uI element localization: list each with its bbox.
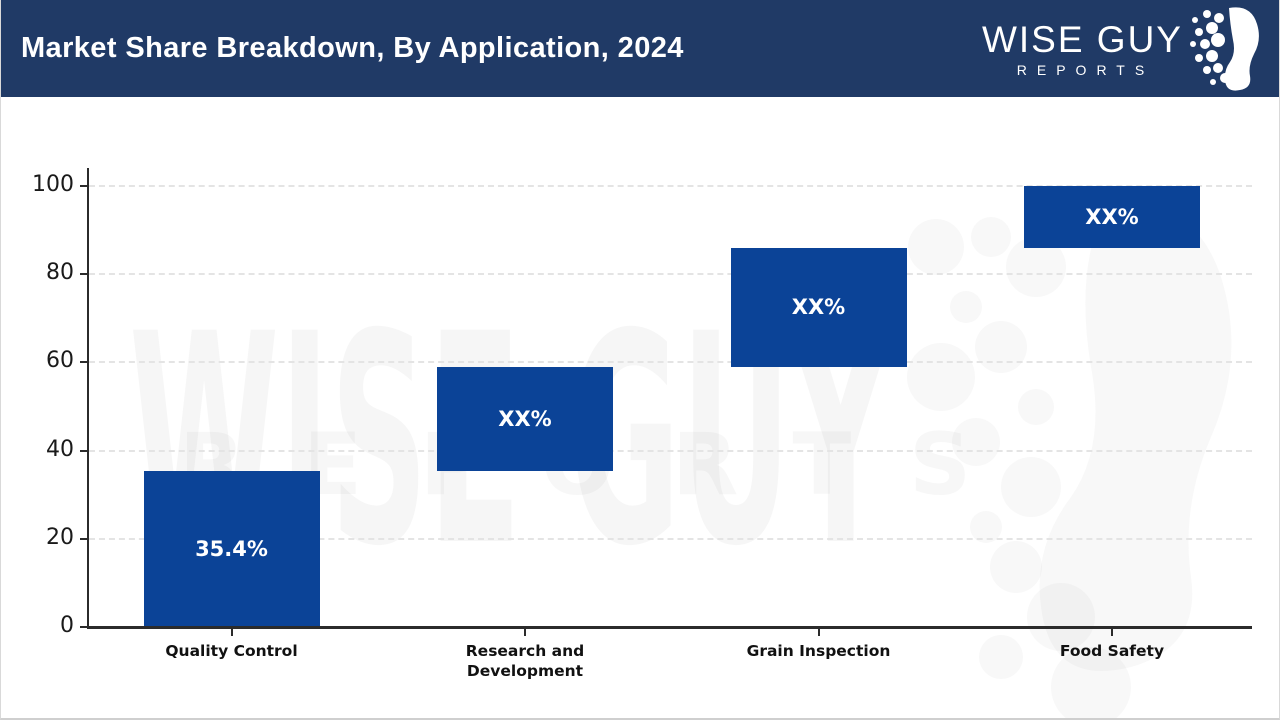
gridline-20 <box>89 537 1252 540</box>
gridline-60 <box>89 361 1252 364</box>
xtick-mark-grain-inspection <box>817 629 820 636</box>
bar-food-safety: XX% <box>1024 186 1200 248</box>
y-axis-line <box>87 168 89 629</box>
ytick-mark-0 <box>80 626 89 628</box>
xtick-mark-research-and-development <box>524 629 526 636</box>
gridline-100 <box>89 185 1252 187</box>
ytick-label-20: 20 <box>46 524 74 550</box>
bar-value-label-research-and-development: XX% <box>498 406 552 431</box>
bar-quality-control: 35.4% <box>143 470 320 627</box>
chart-title: Market Share Breakdown, By Application, … <box>21 32 684 64</box>
category-label-quality-control: Quality Control <box>165 642 298 660</box>
bar-research-and-development: XX% <box>437 366 613 471</box>
logo-reports-label: REPORTS <box>1016 61 1155 78</box>
ytick-label-80: 80 <box>46 260 74 286</box>
ytick-label-40: 40 <box>46 436 74 462</box>
logo-wiseguy-label: WISE GUY <box>981 18 1183 60</box>
ytick-label-100: 100 <box>32 172 74 197</box>
wise-guy-reports-logo: WISE GUY REPORTS <box>982 6 1263 92</box>
ytick-mark-60 <box>80 361 89 364</box>
x-axis-line <box>87 626 1252 629</box>
logo-head-icon <box>1190 6 1259 91</box>
header-bar: Market Share Breakdown, By Application, … <box>1 0 1279 97</box>
category-label-research-and-development: Research and Development <box>465 642 585 681</box>
logo-text: WISE GUY REPORTS <box>982 21 1183 77</box>
bar-grain-inspection: XX% <box>730 247 907 367</box>
bar-value-label-grain-inspection: XX% <box>791 295 846 320</box>
ytick-label-0: 0 <box>60 613 74 638</box>
ytick-mark-80 <box>80 273 89 276</box>
ytick-mark-20 <box>80 537 89 540</box>
xtick-mark-food-safety <box>1111 629 1113 636</box>
xtick-mark-quality-control <box>230 629 233 636</box>
gridline-40 <box>89 449 1252 452</box>
bar-value-label-quality-control: 35.4% <box>195 536 268 561</box>
category-label-grain-inspection: Grain Inspection <box>746 642 891 660</box>
bar-value-label-food-safety: XX% <box>1085 204 1139 229</box>
gridline-80 <box>89 273 1252 276</box>
ytick-mark-40 <box>80 449 89 452</box>
ytick-label-60: 60 <box>46 348 74 374</box>
ytick-mark-100 <box>80 185 89 187</box>
category-label-food-safety: Food Safety <box>1059 642 1165 660</box>
